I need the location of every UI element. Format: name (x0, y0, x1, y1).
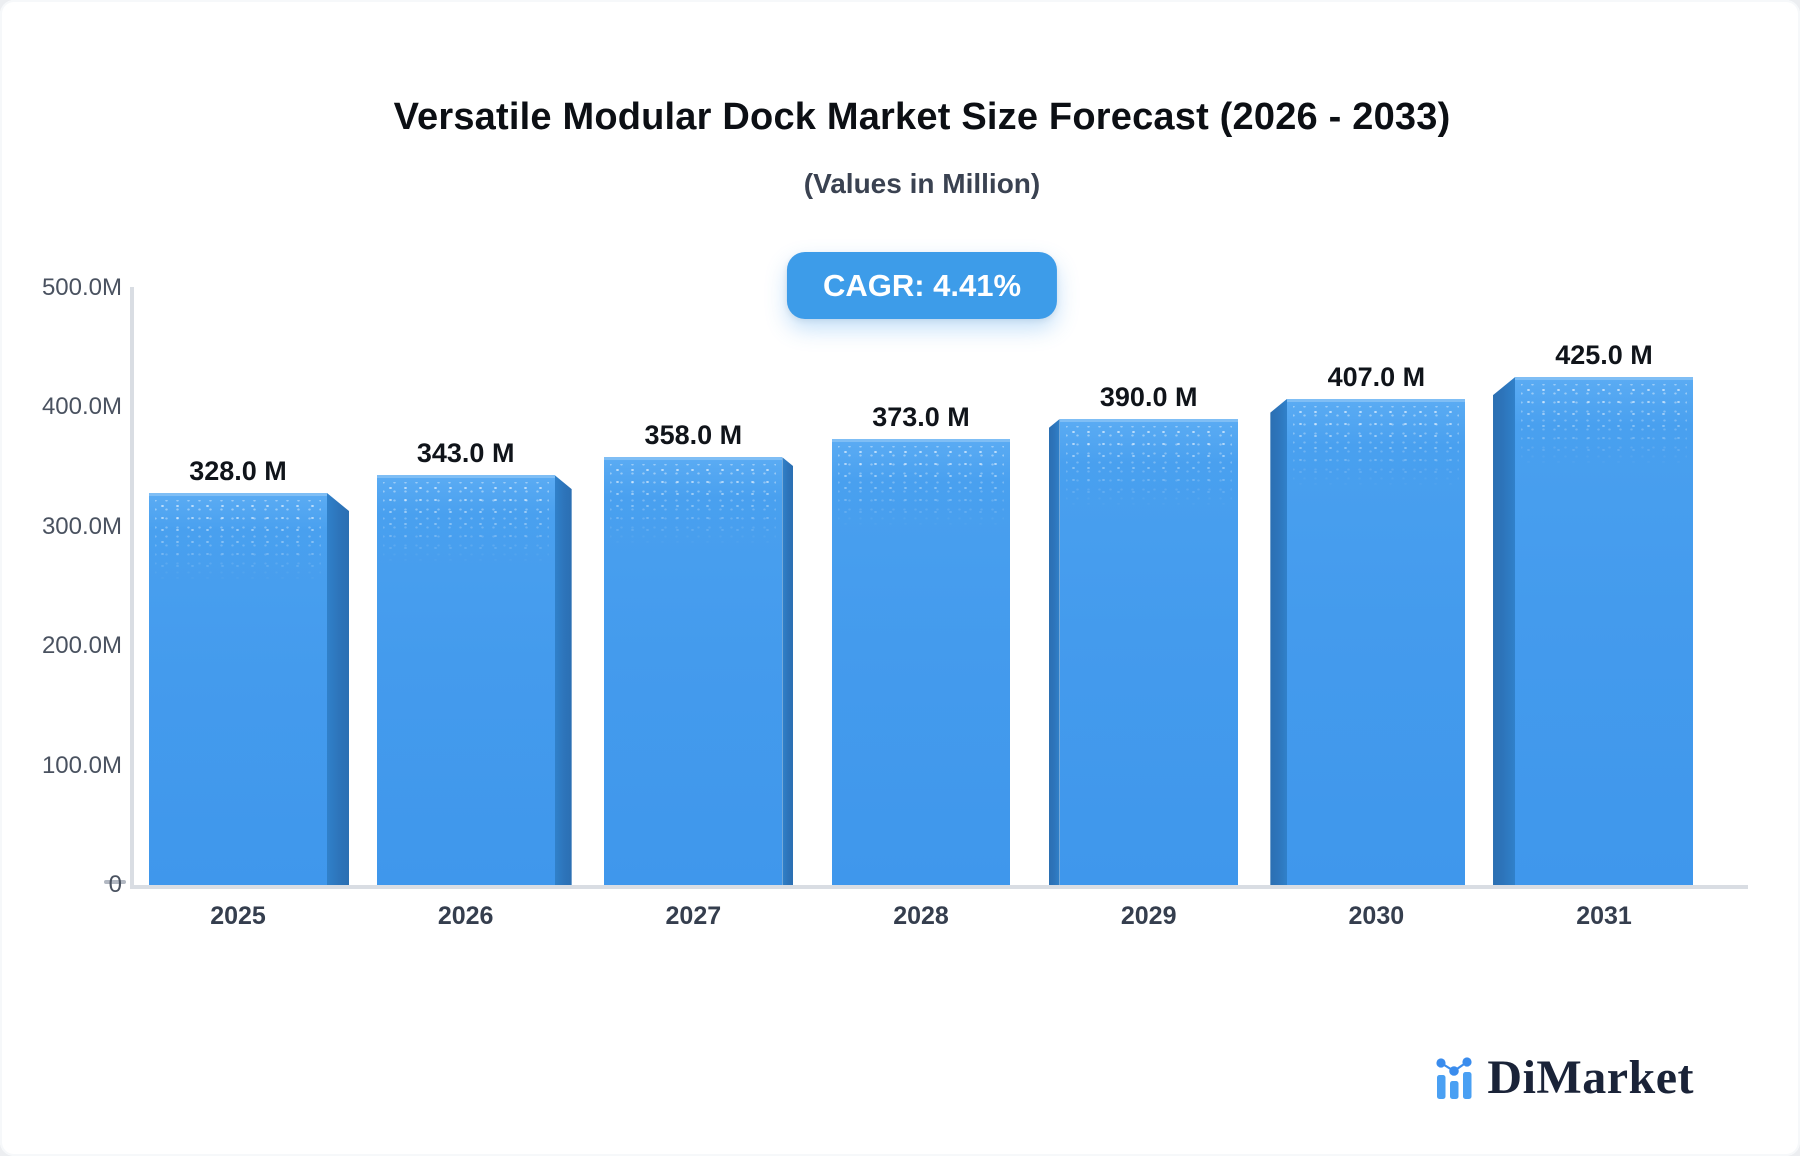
bar-3d-side (327, 493, 349, 885)
y-axis-tick-label: 500.0M (41, 273, 122, 301)
y-axis-tick-label: 400.0M (41, 393, 122, 420)
bar-group-2025 (149, 493, 349, 885)
bar-value-label: 373.0 M (872, 402, 970, 433)
bar-2029[interactable] (1059, 418, 1238, 885)
brand-logo: DiMarket (1435, 1054, 1694, 1102)
bar-3d-side (782, 457, 794, 885)
bar-2026[interactable] (376, 475, 555, 885)
bar-value-label: 328.0 M (189, 456, 287, 487)
y-axis-tick-label: 200.0M (41, 632, 122, 659)
bar-group-2028 (832, 439, 1010, 885)
bar-2031[interactable] (1515, 377, 1694, 885)
brand-name: DiMarket (1487, 1051, 1694, 1104)
bar-3d-side (1493, 377, 1516, 885)
x-axis-label-2026: 2026 (437, 902, 494, 930)
mini-bar-line-chart-logo-icon (1436, 1057, 1473, 1099)
bar-2028[interactable] (832, 439, 1010, 885)
chart-title: Versatile Modular Dock Market Size Forec… (393, 96, 1451, 138)
bar-group-2029 (1048, 418, 1238, 885)
y-axis-tick-label: 0 (108, 871, 122, 898)
x-axis-label-2030: 2030 (1348, 902, 1405, 930)
y-axis-line (130, 287, 134, 889)
x-axis-label-2028: 2028 (893, 902, 949, 930)
bar-value-label: 358.0 M (644, 420, 743, 451)
y-axis-tick-label: 100.0M (41, 751, 122, 779)
bar-2025[interactable] (149, 493, 327, 885)
x-axis-label-2027: 2027 (665, 902, 722, 930)
bar-value-label: 343.0 M (416, 438, 515, 469)
chart-subtitle: (Values in Million) (803, 168, 1041, 199)
bar-3d-side (554, 475, 572, 885)
bar-group-2031 (1493, 377, 1694, 885)
bar-2030[interactable] (1287, 398, 1466, 885)
bar-group-2030 (1270, 398, 1466, 885)
bar-value-label: 390.0 M (1099, 381, 1198, 412)
zero-tick-mark (104, 880, 126, 884)
bar-3d-side (1270, 398, 1288, 885)
bar-3d-side (1048, 418, 1060, 885)
x-axis-label-2029: 2029 (1120, 902, 1177, 930)
y-axis-tick-label: 300.0M (41, 512, 122, 540)
cagr-badge: CAGR: 4.41% (786, 252, 1058, 319)
bar-group-2027 (604, 457, 794, 885)
x-axis-label-2025: 2025 (210, 902, 266, 930)
x-axis-label-2031: 2031 (1576, 902, 1632, 930)
bar-value-label: 425.0 M (1555, 340, 1653, 371)
x-axis-line (130, 885, 1748, 889)
bar-value-label: 407.0 M (1327, 361, 1426, 392)
bar-group-2026 (376, 475, 572, 885)
bar-2027[interactable] (604, 457, 783, 885)
